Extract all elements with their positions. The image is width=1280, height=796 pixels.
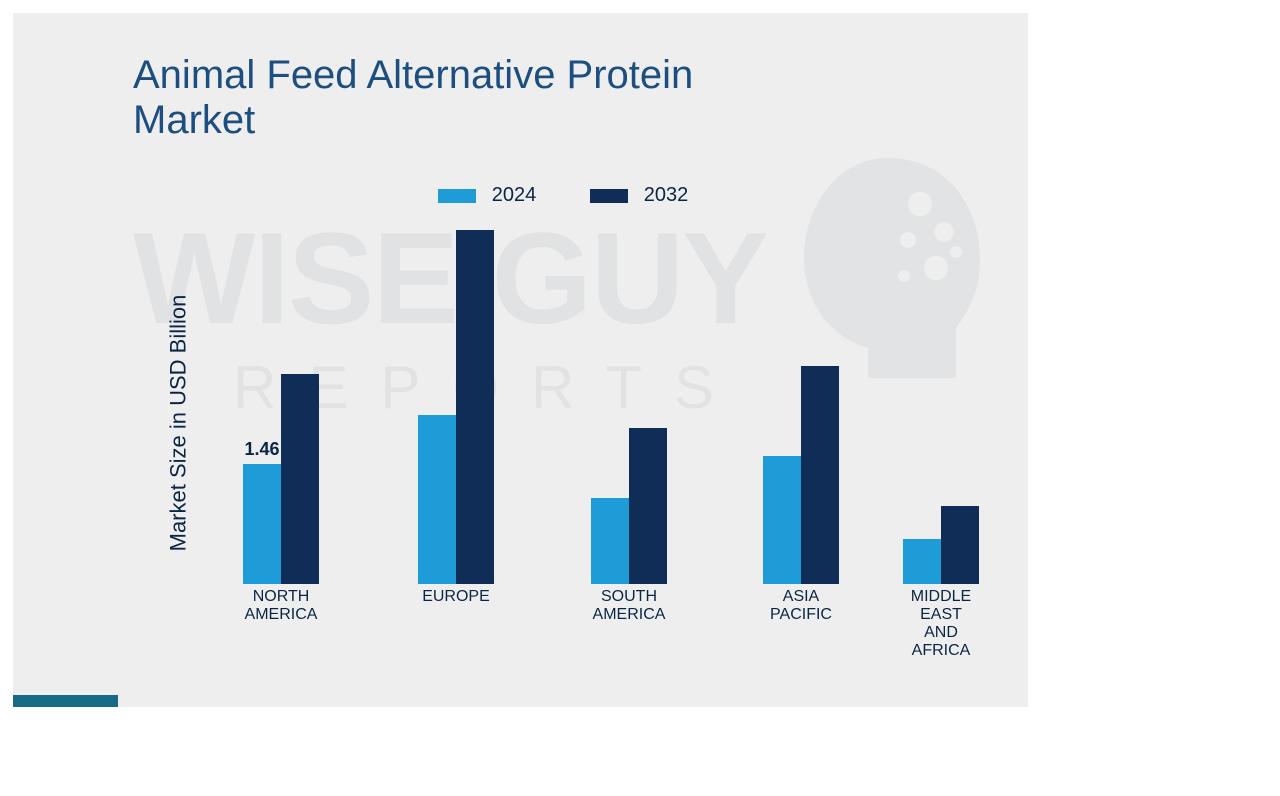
legend-label-2032: 2032	[644, 184, 689, 207]
chart-title: Animal Feed Alternative Protein Market	[133, 53, 753, 143]
plot-area: 2024 2032 1.46 NORTHAMERICAEUROPESOUTHAM…	[153, 188, 973, 618]
logo-dots-icon	[1200, 24, 1260, 84]
bar-2032	[941, 506, 979, 584]
legend-item-2024: 2024	[438, 184, 537, 207]
x-axis-label: SOUTHAMERICA	[571, 588, 687, 624]
page-frame: Animal Feed Alternative Protein Market W…	[0, 0, 1280, 720]
bar-2024	[591, 498, 629, 584]
bar-groups: 1.46	[153, 222, 973, 584]
legend-label-2024: 2024	[492, 184, 537, 207]
bar-2024	[903, 539, 941, 584]
x-axis-label: MIDDLEEASTANDAFRICA	[883, 588, 999, 660]
x-axis-label: EUROPE	[398, 588, 514, 606]
x-axis-label: ASIAPACIFIC	[743, 588, 859, 624]
legend-item-2032: 2032	[590, 184, 689, 207]
legend: 2024 2032	[153, 184, 973, 209]
bar-2024	[763, 456, 801, 584]
bar-2032	[801, 366, 839, 584]
bar-chart: Market Size in USD Billion 2024 2032 1.4…	[98, 188, 978, 658]
bar-2024: 1.46	[243, 464, 281, 584]
x-axis-labels: NORTHAMERICA EUROPE SOUTHAMERICA ASIAPACIFI…	[153, 588, 973, 622]
legend-swatch-2032	[590, 189, 628, 203]
x-axis-label: NORTHAMERICA	[223, 588, 339, 624]
footer-accent-line	[13, 695, 118, 707]
legend-swatch-2024	[438, 189, 476, 203]
bar-2032	[629, 428, 667, 584]
bar-2024	[418, 415, 456, 584]
bar-2032	[281, 374, 319, 584]
chart-panel: Animal Feed Alternative Protein Market W…	[13, 13, 1028, 707]
bar-2032	[456, 230, 494, 584]
bar-value-label: 1.46	[244, 439, 279, 460]
